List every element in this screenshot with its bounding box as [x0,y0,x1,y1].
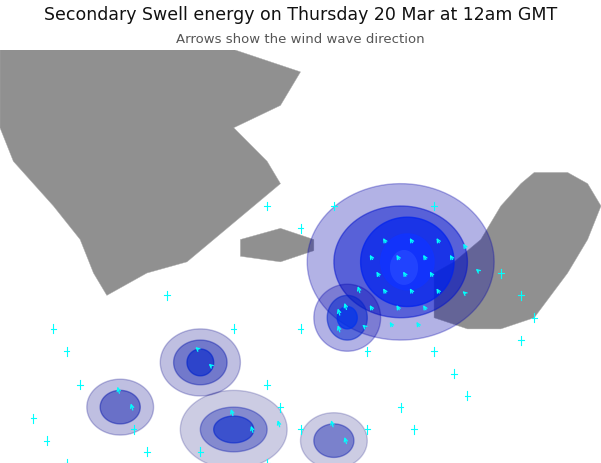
Polygon shape [200,407,267,452]
Polygon shape [361,217,454,307]
Polygon shape [0,50,300,295]
Polygon shape [314,284,380,351]
Polygon shape [314,424,354,457]
Polygon shape [334,206,468,318]
Polygon shape [337,307,357,329]
Polygon shape [160,329,240,396]
Polygon shape [240,228,314,262]
Polygon shape [100,390,140,424]
Polygon shape [187,349,214,376]
Text: Secondary Swell energy on Thursday 20 Mar at 12am GMT: Secondary Swell energy on Thursday 20 Ma… [44,6,557,24]
Polygon shape [391,250,417,284]
Polygon shape [380,234,434,290]
Polygon shape [180,390,287,463]
Polygon shape [300,413,367,463]
Polygon shape [307,184,494,340]
Text: Arrows show the wind wave direction: Arrows show the wind wave direction [176,33,425,46]
Polygon shape [174,340,227,385]
Polygon shape [87,379,154,435]
Polygon shape [327,295,367,340]
Polygon shape [434,172,601,329]
Polygon shape [214,416,254,443]
